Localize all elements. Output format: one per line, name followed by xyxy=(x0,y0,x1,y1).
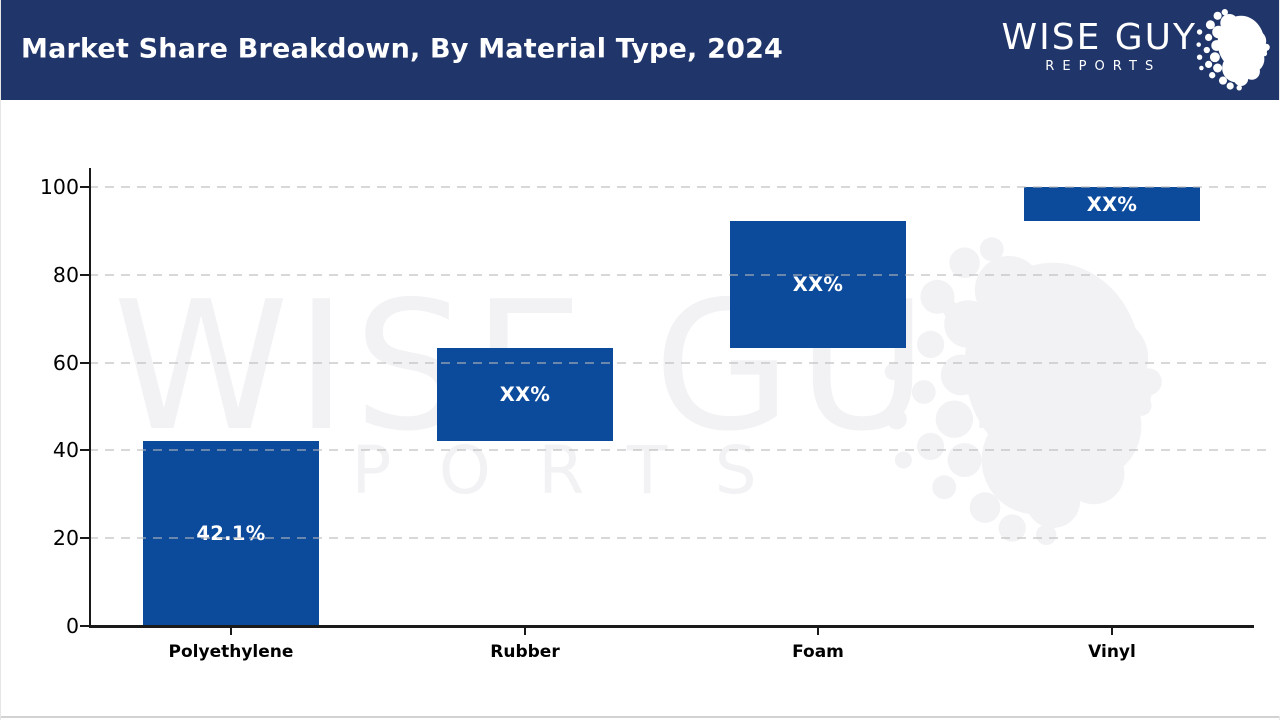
grid-line xyxy=(88,273,1272,276)
y-axis-tick xyxy=(79,186,89,188)
x-axis-tick xyxy=(524,626,526,635)
logo-text: WISE GUY REPORTS xyxy=(1001,17,1198,75)
y-axis-tick xyxy=(79,273,89,276)
wiseguy-head-icon xyxy=(1196,9,1270,91)
y-tick-label: 80 xyxy=(52,262,79,287)
logo-subtitle: REPORTS xyxy=(1045,59,1162,74)
header: Market Share Breakdown, By Material Type… xyxy=(1,0,1279,100)
y-tick-label: 0 xyxy=(65,614,79,638)
logo-wordmark: WISE GUY xyxy=(1001,17,1197,58)
x-category-label: Rubber xyxy=(490,642,560,662)
x-axis xyxy=(88,625,1254,628)
bar-value-label: XX% xyxy=(499,382,551,406)
y-tick-label: 100 xyxy=(39,175,79,199)
grid-line xyxy=(88,449,1272,452)
x-axis-tick xyxy=(817,626,819,635)
grid-line xyxy=(88,361,1272,364)
bar-value-label: XX% xyxy=(792,272,844,296)
y-axis-tick xyxy=(79,449,89,452)
grid-line xyxy=(88,186,1272,188)
waterfall-chart: WISE GUY REPORTS 0 20 40 60 80 100 4 xyxy=(1,100,1280,716)
page-title: Market Share Breakdown, By Material Type… xyxy=(21,33,784,65)
y-axis xyxy=(88,168,91,628)
bar-segment: XX% xyxy=(730,221,906,348)
bar-value-label: 42.1% xyxy=(196,522,266,546)
y-axis-tick xyxy=(79,625,89,627)
y-axis-tick xyxy=(79,361,89,364)
bar-segment: XX% xyxy=(1024,187,1200,222)
y-tick-label: 40 xyxy=(52,438,79,463)
bar-value-label: XX% xyxy=(1086,192,1138,216)
grid-line xyxy=(88,537,1272,540)
x-category-label: Foam xyxy=(792,642,844,662)
y-tick-label: 60 xyxy=(52,350,79,375)
y-tick-label: 20 xyxy=(52,526,79,551)
x-category-label: Vinyl xyxy=(1088,642,1136,662)
x-category-label: Polyethylene xyxy=(168,642,294,662)
wiseguy-logo: WISE GUY REPORTS xyxy=(1002,0,1273,100)
footer-divider xyxy=(1,716,1279,718)
x-axis-tick xyxy=(230,626,232,635)
bar-segment: 42.1% xyxy=(143,441,319,626)
x-axis-tick xyxy=(1111,626,1113,635)
y-axis-tick xyxy=(79,537,89,540)
